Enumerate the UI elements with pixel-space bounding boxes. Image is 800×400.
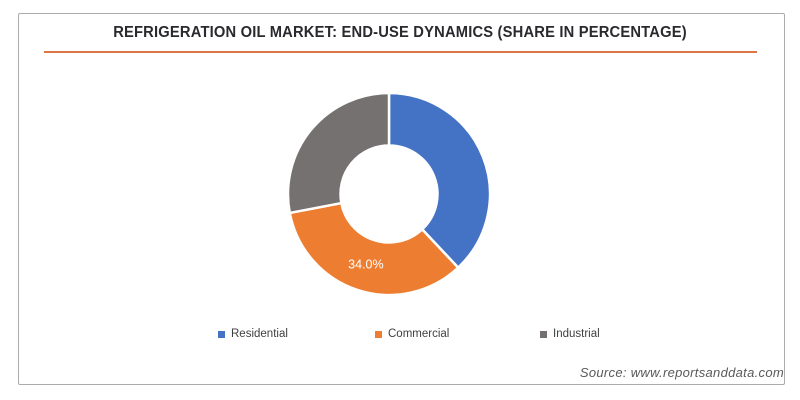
title-underline-rule (44, 51, 757, 53)
legend: Residential Commercial Industrial (0, 326, 800, 342)
legend-item-industrial: Industrial (540, 326, 600, 342)
donut-slice-residential (387, 91, 492, 269)
donut-chart: 34.0% (286, 91, 492, 297)
donut-slice-commercial (288, 201, 460, 297)
legend-label-industrial: Industrial (553, 328, 600, 340)
legend-label-commercial: Commercial (388, 328, 450, 340)
legend-swatch-residential (218, 330, 225, 338)
legend-item-residential: Residential (218, 326, 288, 342)
source-attribution: Source: www.reportsanddata.com (579, 365, 784, 380)
legend-swatch-industrial (540, 330, 547, 338)
chart-title: REFRIGERATION OIL MARKET: END-USE DYNAMI… (113, 24, 687, 41)
chart-frame-border (18, 13, 785, 385)
donut-slice-industrial (286, 91, 391, 215)
legend-label-residential: Residential (231, 328, 288, 340)
legend-swatch-commercial (375, 330, 382, 338)
slice-data-label: 34.0% (348, 257, 383, 271)
legend-item-commercial: Commercial (375, 326, 449, 342)
